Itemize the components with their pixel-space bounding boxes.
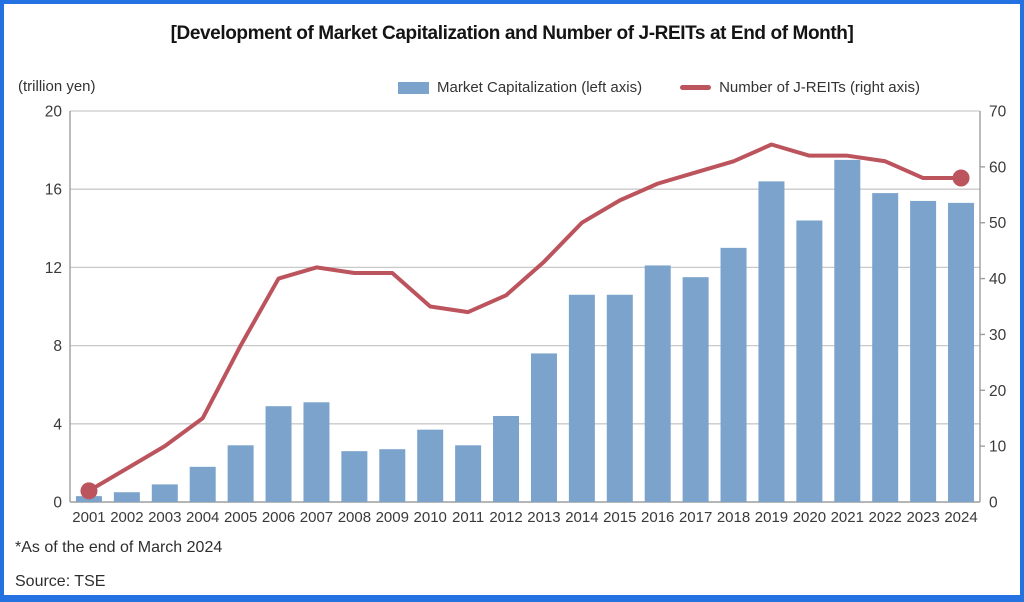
chart-title: [Development of Market Capitalization an…	[170, 23, 854, 44]
x-axis-label-2013: 2013	[527, 509, 560, 526]
x-axis-label-2018: 2018	[717, 509, 750, 526]
right-axis-label-10: 10	[989, 439, 1007, 456]
right-axis-label-60: 60	[989, 159, 1007, 176]
bar-2019	[758, 181, 785, 502]
bar-2012	[493, 415, 520, 502]
bar-2009	[379, 449, 406, 502]
legend-label-jreit-count: Number of J-REITs (right axis)	[719, 79, 920, 96]
x-axis-label-2004: 2004	[186, 509, 219, 526]
bar-2004	[189, 466, 216, 502]
right-axis-label-50: 50	[989, 215, 1007, 232]
right-axis-label-0: 0	[989, 495, 998, 512]
x-axis-label-2007: 2007	[300, 509, 333, 526]
x-axis-label-2015: 2015	[603, 509, 636, 526]
bar-2021	[834, 159, 861, 502]
left-axis-label-4: 4	[53, 416, 62, 433]
bar-2011	[455, 445, 482, 502]
right-axis-label-40: 40	[989, 271, 1007, 288]
footnote-source: Source: TSE	[15, 573, 106, 590]
x-axis-label-2005: 2005	[224, 509, 257, 526]
bar-2007	[303, 402, 330, 502]
right-axis-label-20: 20	[989, 383, 1007, 400]
right-axis-label-30: 30	[989, 327, 1007, 344]
x-axis-label-2019: 2019	[755, 509, 788, 526]
left-axis-label-8: 8	[53, 338, 62, 355]
legend: Market Capitalization (left axis) Number…	[398, 79, 920, 96]
bar-2006	[265, 406, 292, 502]
bar-2003	[151, 484, 178, 502]
x-axis-label-2003: 2003	[148, 509, 181, 526]
x-axis-label-2009: 2009	[376, 509, 409, 526]
bar-2014	[568, 294, 595, 502]
x-axis-label-2002: 2002	[110, 509, 143, 526]
bar-2024	[948, 202, 975, 502]
line-endpoint-marker-2001	[80, 482, 98, 500]
x-axis-label-2020: 2020	[793, 509, 826, 526]
bar-2015	[606, 294, 633, 502]
bar-2017	[682, 277, 709, 502]
x-axis-label-2024: 2024	[944, 509, 977, 526]
x-axis-label-2006: 2006	[262, 509, 295, 526]
bar-2002	[113, 492, 140, 502]
left-axis-label-20: 20	[45, 104, 63, 121]
bar-2005	[227, 445, 254, 502]
chart-canvas: 0 4 8 12 16 20 0 10 20 30 40 50 60 70 2001 2002 2003 2004…	[45, 104, 1007, 527]
bar-2018	[720, 247, 747, 502]
right-axis-label-70: 70	[989, 104, 1007, 121]
x-axis-label-2022: 2022	[869, 509, 902, 526]
bar-2016	[644, 265, 671, 502]
left-axis-label-12: 12	[45, 260, 62, 277]
bar-2022	[872, 193, 899, 503]
x-axis-label-2012: 2012	[489, 509, 522, 526]
x-axis-label-2010: 2010	[414, 509, 447, 526]
footnote-as-of-date: *As of the end of March 2024	[15, 539, 223, 556]
x-axis-label-2008: 2008	[338, 509, 371, 526]
x-axis-label-2021: 2021	[831, 509, 864, 526]
bar-2010	[417, 429, 444, 502]
x-axis-label-2014: 2014	[565, 509, 598, 526]
left-axis-label-0: 0	[53, 495, 62, 512]
bar-2020	[796, 220, 823, 503]
bar-2023	[910, 200, 937, 502]
x-axis-label-2001: 2001	[72, 509, 105, 526]
line-endpoint-marker-2024	[952, 169, 970, 187]
legend-item-market-cap: Market Capitalization (left axis)	[398, 79, 642, 96]
legend-label-market-cap: Market Capitalization (left axis)	[437, 79, 643, 96]
x-axis-label-2011: 2011	[452, 509, 484, 526]
bar-2008	[341, 451, 368, 502]
bar-swatch-icon	[398, 81, 429, 94]
x-axis-label-2016: 2016	[641, 509, 674, 526]
legend-item-jreit-count: Number of J-REITs (right axis)	[680, 79, 920, 96]
x-axis-label-2017: 2017	[679, 509, 712, 526]
bar-2013	[530, 353, 557, 502]
x-axis-label-2023: 2023	[906, 509, 939, 526]
line-swatch-icon	[680, 85, 712, 90]
left-axis-unit-label: (trillion yen)	[18, 78, 96, 95]
jreit-count-line	[86, 142, 964, 493]
left-axis-label-16: 16	[45, 182, 62, 199]
